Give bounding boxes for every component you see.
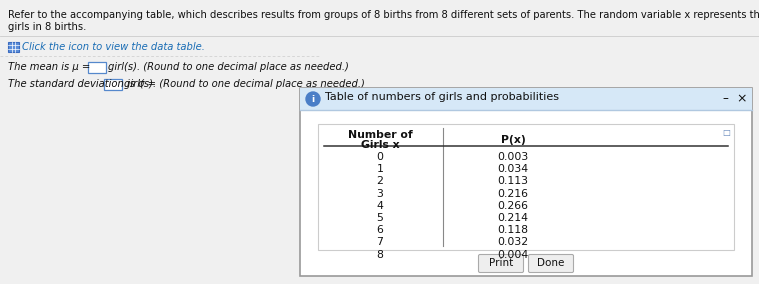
Text: Click the icon to view the data table.: Click the icon to view the data table. [22,42,205,52]
Text: Done: Done [537,258,565,268]
Text: 0.216: 0.216 [497,189,528,199]
Text: i: i [311,95,314,103]
Circle shape [306,92,320,106]
Text: 2: 2 [376,176,383,186]
Text: 1: 1 [376,164,383,174]
Text: girl(s). (Round to one decimal place as needed.): girl(s). (Round to one decimal place as … [124,79,365,89]
Text: 0.003: 0.003 [497,152,528,162]
FancyBboxPatch shape [528,254,574,273]
Text: Girls x: Girls x [361,140,399,150]
Text: 0.118: 0.118 [497,225,528,235]
Text: 0.266: 0.266 [497,201,528,211]
Text: 6: 6 [376,225,383,235]
Bar [318,124,734,250]
Bar [300,88,752,276]
Text: Number of: Number of [348,130,412,140]
Text: Refer to the accompanying table, which describes results from groups of 8 births: Refer to the accompanying table, which d… [8,10,759,20]
Text: 4: 4 [376,201,383,211]
Text: girls in 8 births.: girls in 8 births. [8,22,87,32]
Text: 7: 7 [376,237,383,247]
Text: 0.113: 0.113 [497,176,528,186]
Text: Print: Print [489,258,513,268]
Text: –: – [722,92,728,105]
Text: 3: 3 [376,189,383,199]
Bar [300,88,752,110]
Text: ×: × [736,92,747,105]
Bar [8,42,19,52]
Text: 5: 5 [376,213,383,223]
Text: 0.004: 0.004 [497,250,528,260]
Text: P(x): P(x) [501,135,525,145]
Text: 0: 0 [376,152,383,162]
Text: 0.032: 0.032 [497,237,528,247]
Bar [88,62,106,73]
Bar [104,79,122,90]
Text: 8: 8 [376,250,383,260]
Text: Table of numbers of girls and probabilities: Table of numbers of girls and probabilit… [325,92,559,102]
Text: 0.214: 0.214 [497,213,528,223]
Text: The standard deviation is σ =: The standard deviation is σ = [8,79,156,89]
Text: □: □ [722,128,730,137]
Text: The mean is μ =: The mean is μ = [8,62,90,72]
Text: 0.034: 0.034 [497,164,528,174]
FancyBboxPatch shape [478,254,524,273]
Text: girl(s). (Round to one decimal place as needed.): girl(s). (Round to one decimal place as … [108,62,349,72]
